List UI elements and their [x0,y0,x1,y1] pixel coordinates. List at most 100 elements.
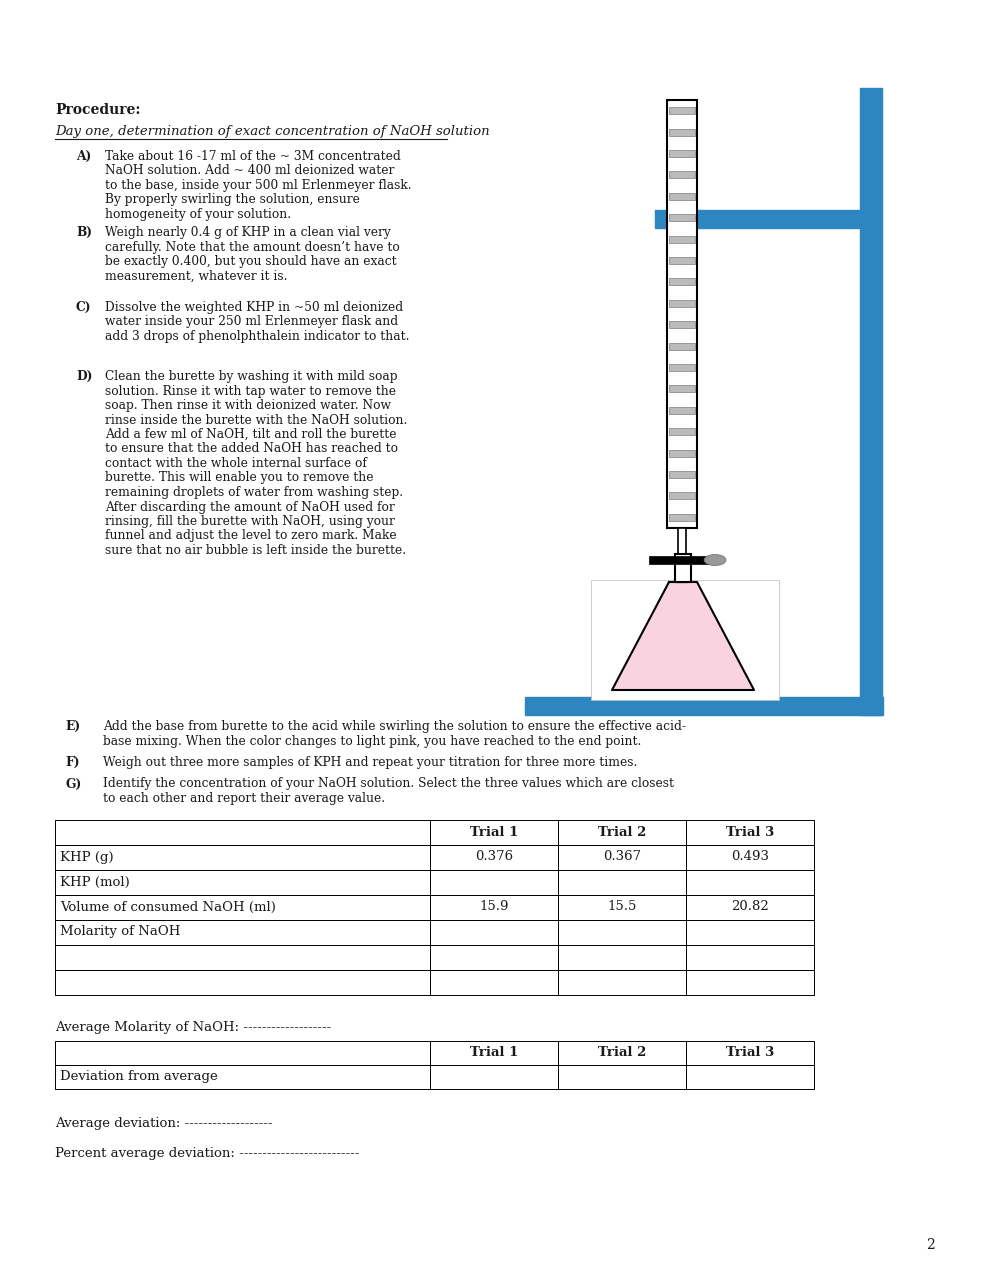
Text: KHP (mol): KHP (mol) [60,876,130,888]
Text: 15.5: 15.5 [607,901,637,914]
Text: Trial 1: Trial 1 [470,1046,518,1059]
Text: 20.82: 20.82 [731,901,768,914]
Text: C): C) [76,301,92,314]
Text: rinsing, fill the burette with NaOH, using your: rinsing, fill the burette with NaOH, usi… [105,515,395,527]
Text: Volume of consumed NaOH (ml): Volume of consumed NaOH (ml) [60,901,276,914]
Bar [558,919,686,945]
Bar [430,895,558,919]
Bar [686,895,814,919]
Text: Deviation from average: Deviation from average [60,1070,218,1083]
Bar [55,969,430,995]
Bar [55,845,430,869]
Bar [669,214,695,221]
Bar [669,449,695,457]
Bar [558,1065,686,1088]
Text: Dissolve the weighted KHP in ~50 ml deionized: Dissolve the weighted KHP in ~50 ml deio… [105,301,404,314]
Bar [430,969,558,995]
Bar [860,88,882,716]
Text: Clean the burette by washing it with mild soap: Clean the burette by washing it with mil… [105,370,398,383]
Bar [649,556,715,564]
Text: KHP (g): KHP (g) [60,850,114,864]
Text: Procedure:: Procedure: [55,102,140,116]
Bar [430,1065,558,1088]
Text: 15.9: 15.9 [480,901,508,914]
Bar [430,1041,558,1065]
Text: B): B) [76,227,92,239]
Text: Trial 1: Trial 1 [470,826,518,838]
Bar [669,343,695,349]
Bar [686,819,814,845]
Text: rinse inside the burette with the NaOH solution.: rinse inside the burette with the NaOH s… [105,413,407,426]
Bar [55,919,430,945]
Bar [669,364,695,371]
Bar [55,1041,430,1065]
Bar [675,554,691,582]
Text: be exactly 0.400, but you should have an exact: be exactly 0.400, but you should have an… [105,255,397,268]
Bar [669,471,695,477]
Text: to the base, inside your 500 ml Erlenmeyer flask.: to the base, inside your 500 ml Erlenmey… [105,179,411,192]
Text: add 3 drops of phenolphthalein indicator to that.: add 3 drops of phenolphthalein indicator… [105,330,409,343]
Bar [686,1065,814,1088]
Bar [525,698,883,716]
Text: D): D) [76,370,92,383]
Text: Identify the concentration of your NaOH solution. Select the three values which : Identify the concentration of your NaOH … [103,777,674,791]
Text: burette. This will enable you to remove the: burette. This will enable you to remove … [105,471,374,485]
Text: Day one, determination of exact concentration of NaOH solution: Day one, determination of exact concentr… [55,125,490,138]
Text: base mixing. When the color changes to light pink, you have reached to the end p: base mixing. When the color changes to l… [103,735,642,748]
Text: 0.493: 0.493 [731,850,769,864]
Text: funnel and adjust the level to zero mark. Make: funnel and adjust the level to zero mark… [105,530,397,543]
Text: Trial 3: Trial 3 [726,1046,774,1059]
Text: contact with the whole internal surface of: contact with the whole internal surface … [105,457,367,470]
Bar [55,945,430,969]
Bar [558,895,686,919]
Bar [655,210,860,228]
Text: homogeneity of your solution.: homogeneity of your solution. [105,207,291,221]
Bar [558,845,686,869]
Bar [669,493,695,499]
Bar [669,172,695,178]
Bar [591,580,779,700]
Bar [669,193,695,200]
Bar [686,869,814,895]
Text: G): G) [65,777,81,791]
Bar [686,1041,814,1065]
Text: measurement, whatever it is.: measurement, whatever it is. [105,270,288,283]
Bar [686,969,814,995]
Bar [678,527,686,582]
Text: Take about 16 -17 ml of the ~ 3M concentrated: Take about 16 -17 ml of the ~ 3M concent… [105,150,401,163]
Bar [558,945,686,969]
Text: NaOH solution. Add ~ 400 ml deionized water: NaOH solution. Add ~ 400 ml deionized wa… [105,165,395,178]
Text: F): F) [65,756,79,769]
Bar [669,300,695,307]
Text: Trial 2: Trial 2 [597,1046,646,1059]
Bar [686,945,814,969]
Bar [55,895,430,919]
Bar [558,869,686,895]
Text: 0.376: 0.376 [475,850,513,864]
Bar [55,1065,430,1088]
Bar [55,869,430,895]
Text: to ensure that the added NaOH has reached to: to ensure that the added NaOH has reache… [105,443,398,456]
Text: Trial 2: Trial 2 [597,826,646,838]
Bar [669,236,695,243]
Bar [669,257,695,264]
Bar [667,100,697,527]
Bar [669,108,695,114]
Text: to each other and report their average value.: to each other and report their average v… [103,792,385,805]
Text: Add the base from burette to the acid while swirling the solution to ensure the : Add the base from burette to the acid wh… [103,719,686,733]
Text: After discarding the amount of NaOH used for: After discarding the amount of NaOH used… [105,500,395,513]
Bar [558,819,686,845]
Text: Average Molarity of NaOH: -------------------: Average Molarity of NaOH: --------------… [55,1020,331,1033]
Bar [669,429,695,435]
Text: By properly swirling the solution, ensure: By properly swirling the solution, ensur… [105,193,360,206]
Text: Weigh out three more samples of KPH and repeat your titration for three more tim: Weigh out three more samples of KPH and … [103,756,637,769]
Bar [669,150,695,157]
Bar [686,919,814,945]
Text: carefully. Note that the amount doesn’t have to: carefully. Note that the amount doesn’t … [105,241,400,253]
Bar [558,1041,686,1065]
Bar [669,513,695,521]
Text: Weigh nearly 0.4 g of KHP in a clean vial very: Weigh nearly 0.4 g of KHP in a clean via… [105,227,391,239]
Text: E): E) [65,719,80,733]
Bar [430,845,558,869]
Text: sure that no air bubble is left inside the burette.: sure that no air bubble is left inside t… [105,544,406,557]
